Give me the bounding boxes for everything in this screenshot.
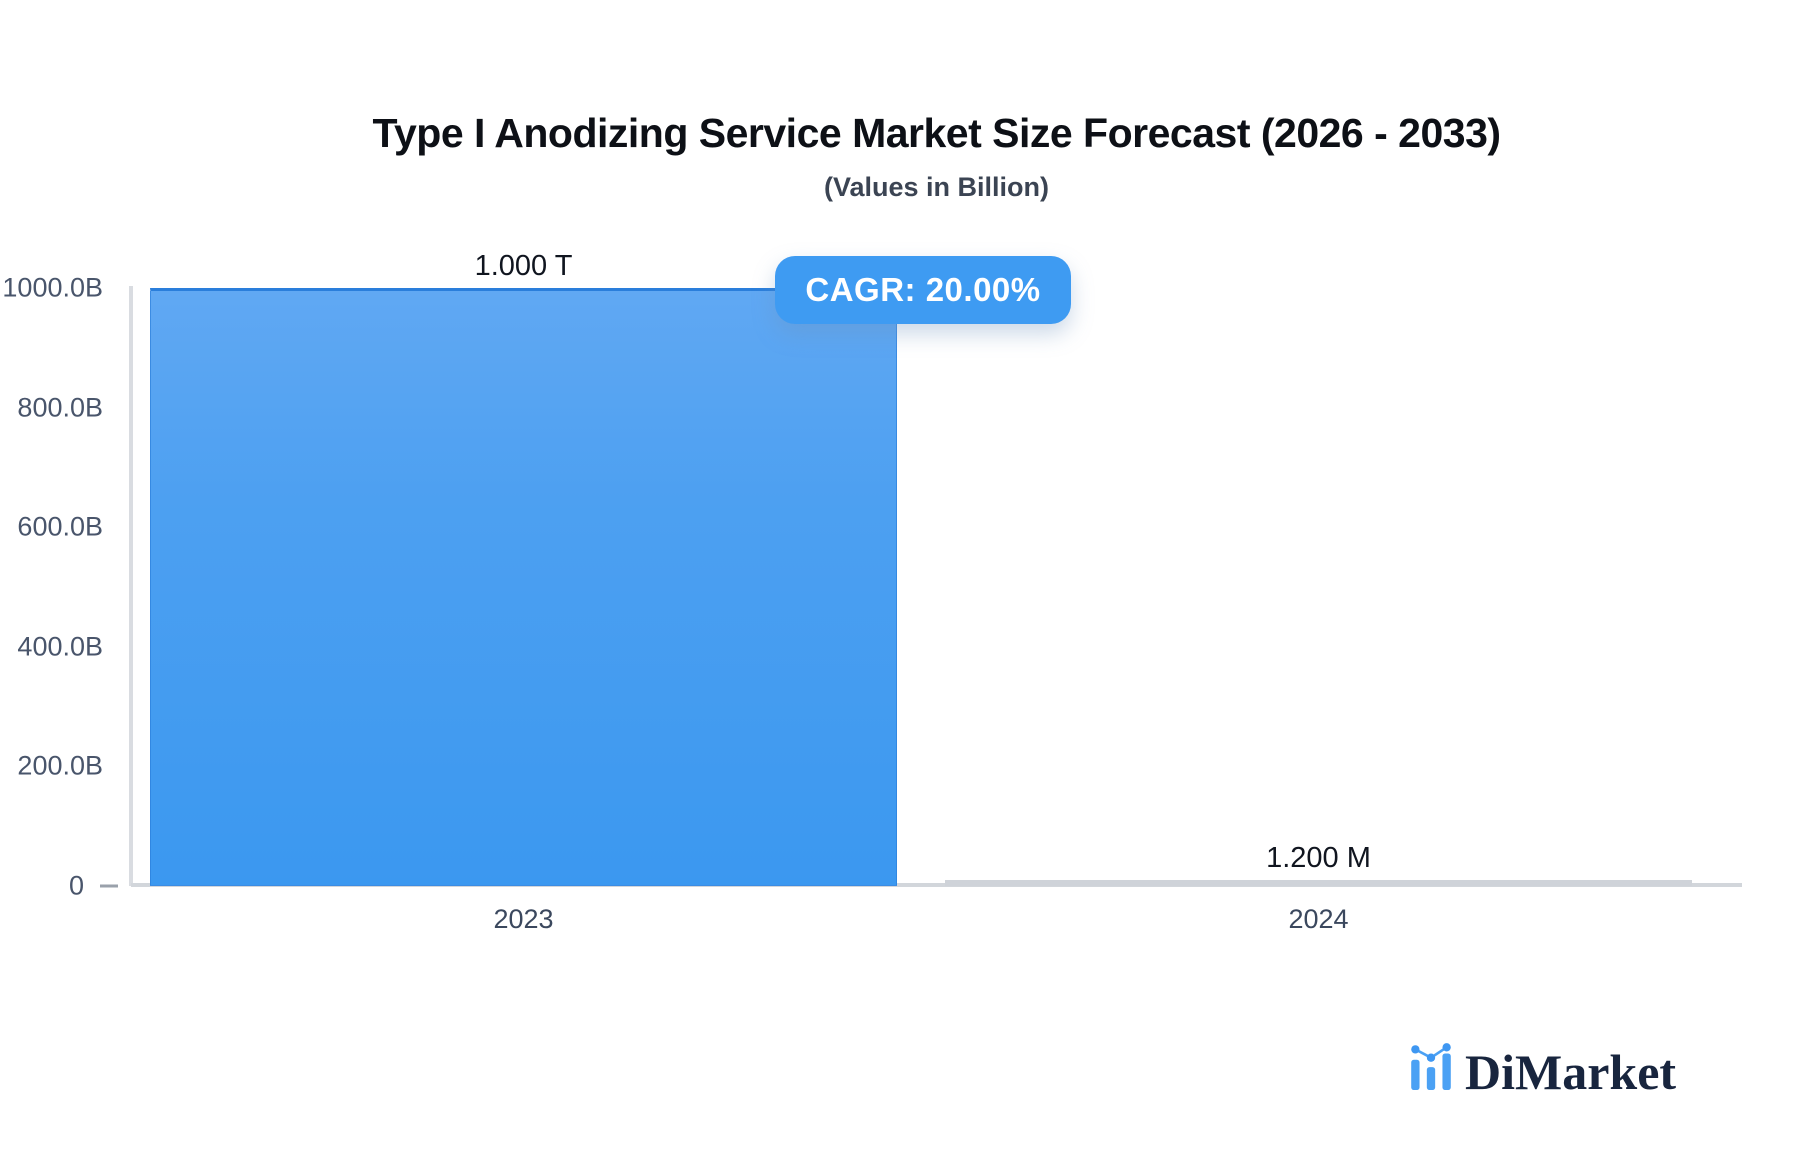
y-axis-tick-label: 800.0B bbox=[17, 392, 103, 423]
x-axis-baseline bbox=[131, 883, 1742, 887]
cagr-badge: CAGR: 20.00% bbox=[775, 256, 1071, 324]
cagr-badge-label: CAGR: 20.00% bbox=[805, 271, 1041, 308]
value-label-2024: 1.200 M bbox=[1266, 842, 1371, 874]
dimarket-logo: DiMarket bbox=[1410, 1040, 1676, 1097]
y-axis-tick-label: 600.0B bbox=[17, 511, 103, 542]
value-label-2023: 1.000 T bbox=[474, 250, 573, 282]
bar-chart-icon bbox=[1411, 1043, 1451, 1090]
x-axis-tick-label-2024: 2024 bbox=[1288, 904, 1349, 934]
y-axis-tick-label: 200.0B bbox=[17, 750, 103, 781]
y-axis-tick-label: 0 bbox=[68, 870, 84, 901]
y-axis-zero-tick bbox=[100, 884, 118, 888]
y-axis-tick-label: 1000.0B bbox=[2, 272, 103, 303]
y-axis-line bbox=[129, 286, 133, 886]
dimarket-logo-text: DiMarket bbox=[1465, 1044, 1677, 1100]
x-axis-tick-label-2023: 2023 bbox=[493, 904, 554, 934]
y-axis-tick-label: 400.0B bbox=[17, 631, 103, 662]
chart-title: Type I Anodizing Service Market Size For… bbox=[372, 110, 1501, 156]
bar-2023 bbox=[150, 288, 897, 886]
bar-2024 bbox=[945, 880, 1692, 886]
chart-subtitle: (Values in Billion) bbox=[823, 172, 1050, 202]
